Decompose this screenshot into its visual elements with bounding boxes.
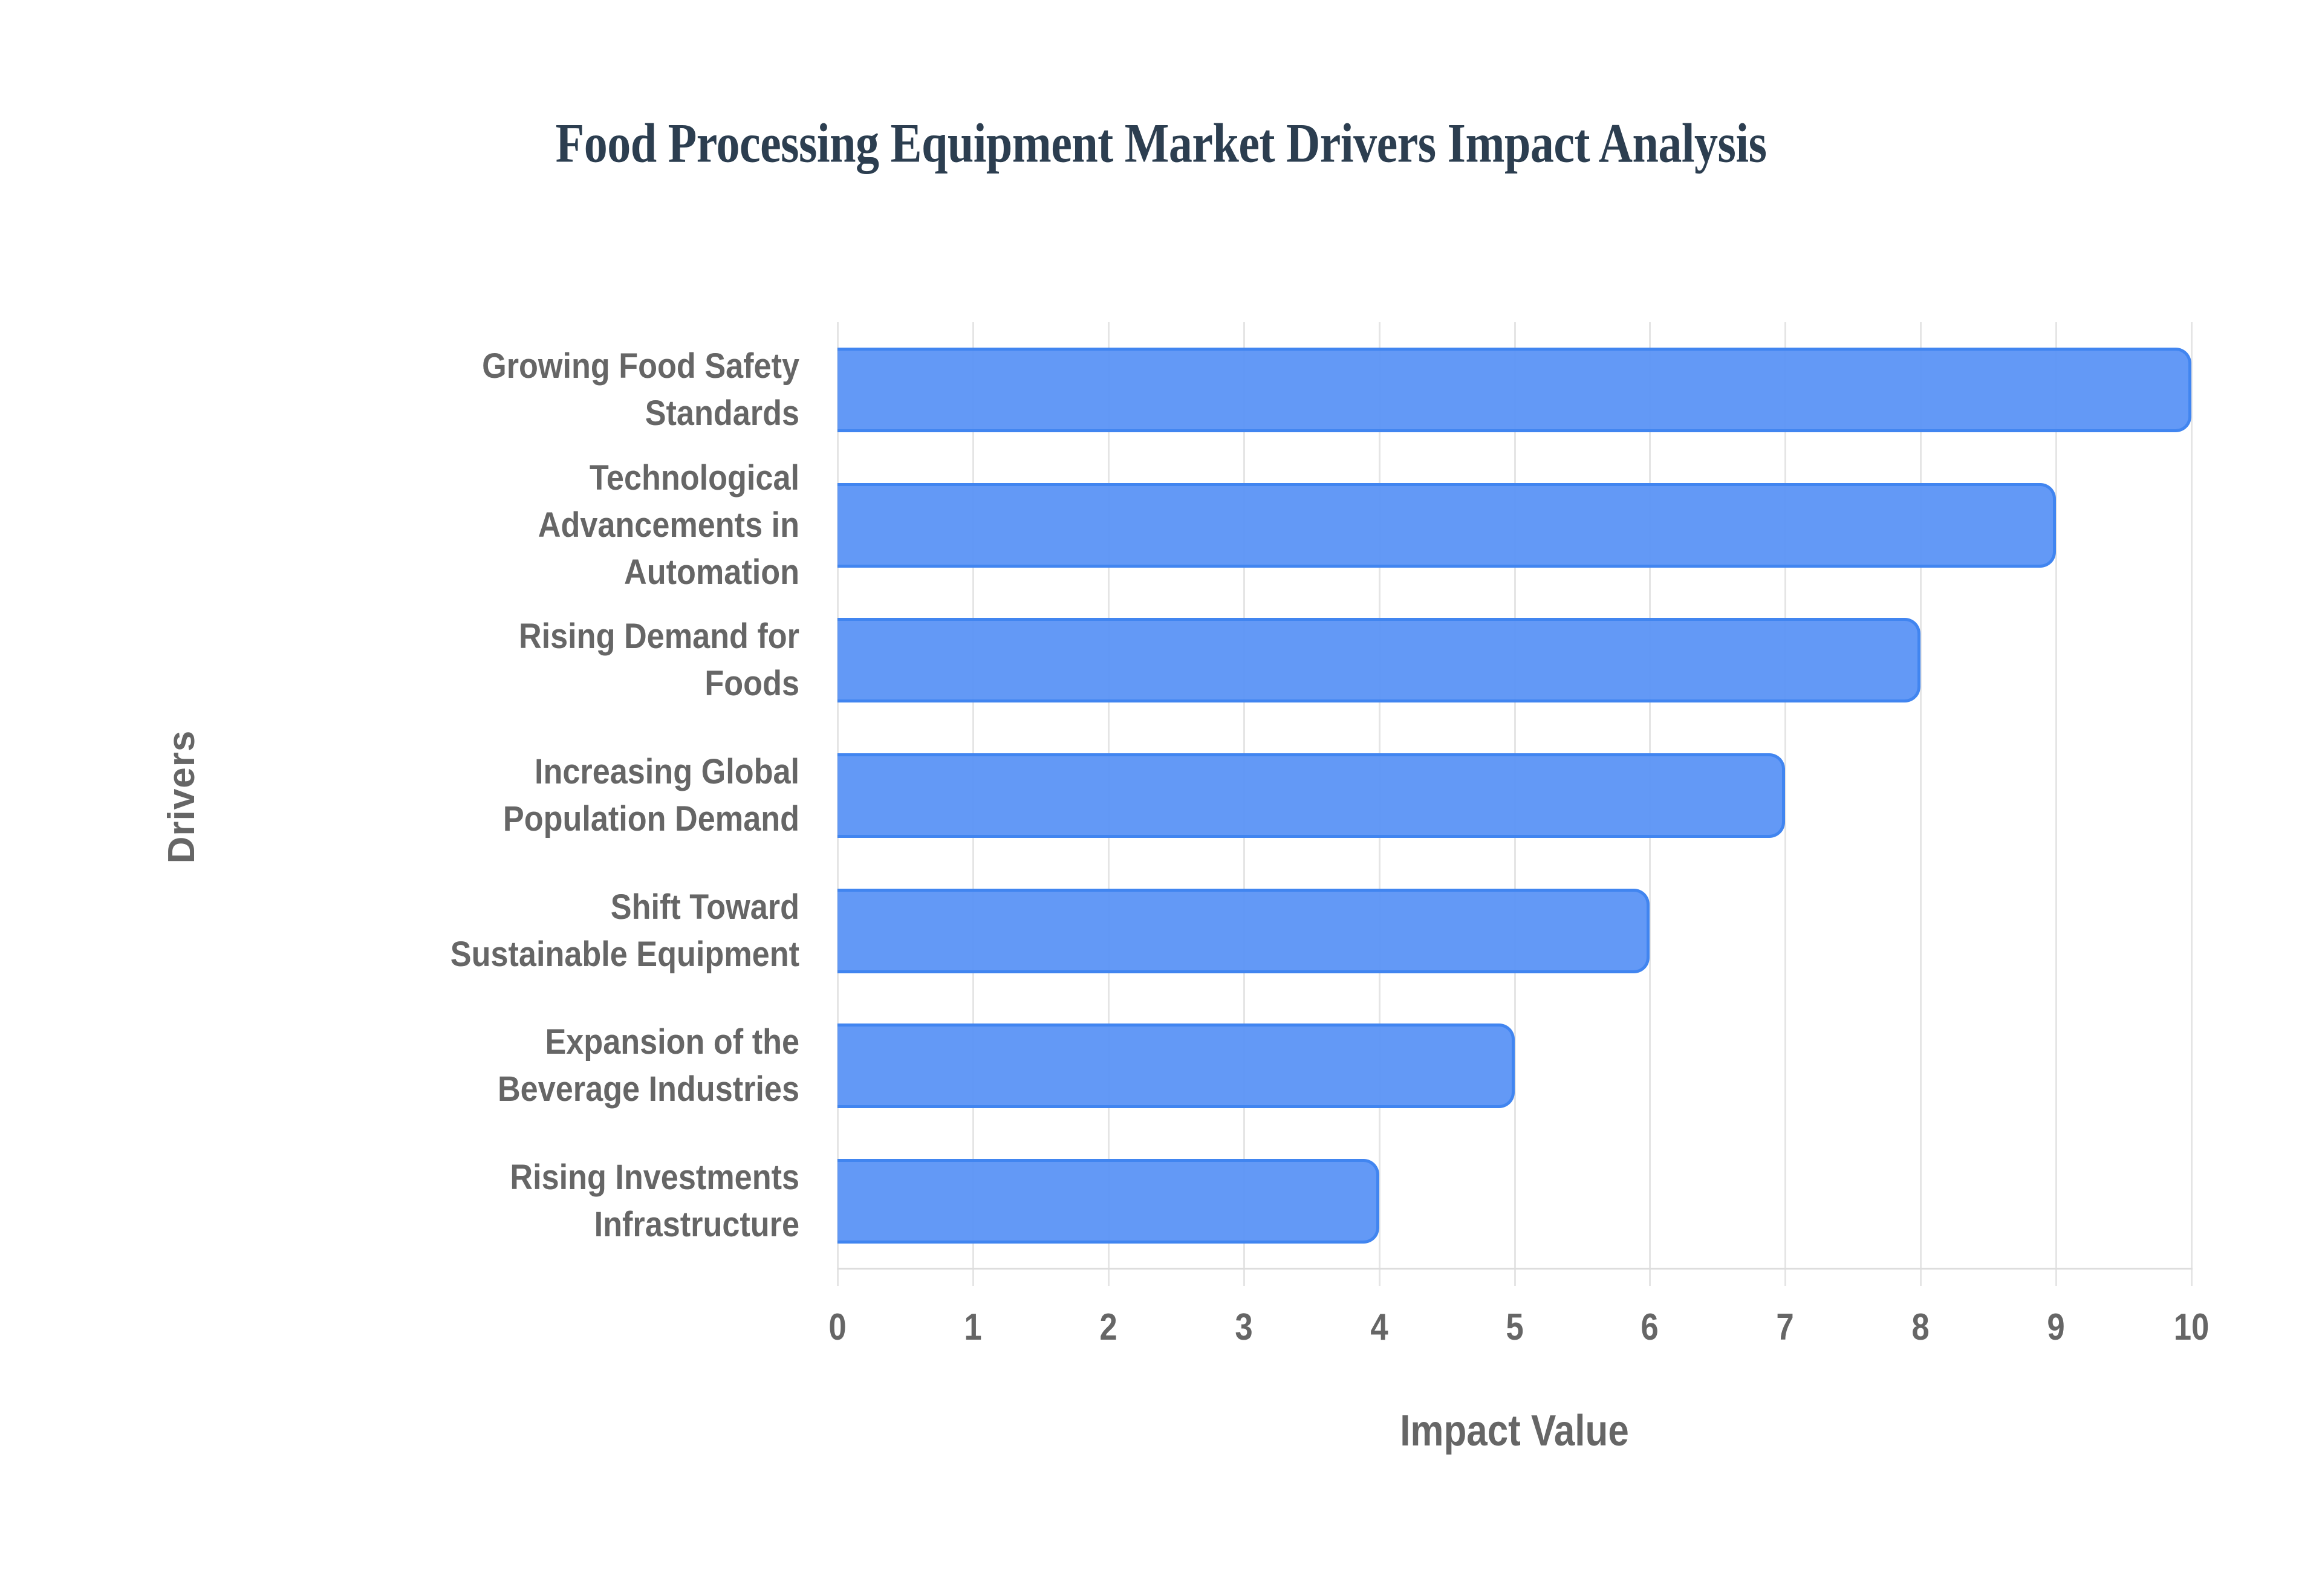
bar[interactable] bbox=[837, 1023, 1515, 1109]
category-label-text: Increasing Global Population Demand bbox=[502, 752, 799, 839]
category-label-text: Technological Advancements in Automation bbox=[538, 458, 799, 592]
category-label-text: Expansion of the Beverage Industries bbox=[497, 1022, 799, 1109]
bar[interactable] bbox=[837, 753, 1786, 838]
bar[interactable] bbox=[837, 888, 1650, 973]
category-label: Expansion of the Beverage Industries bbox=[310, 1017, 799, 1114]
x-tick-label: 3 bbox=[1235, 1306, 1253, 1348]
category-label: Shift Toward Sustainable Equipment bbox=[310, 883, 799, 979]
x-tick-label: 0 bbox=[828, 1306, 847, 1348]
x-tick-label: 7 bbox=[1776, 1306, 1794, 1348]
x-tick-label: 10 bbox=[2173, 1306, 2210, 1348]
bar[interactable] bbox=[837, 1159, 1379, 1244]
chart-title: Food Processing Equipment Market Drivers… bbox=[555, 112, 1767, 174]
gridline bbox=[2055, 322, 2058, 1286]
x-tick-label: 4 bbox=[1370, 1306, 1388, 1348]
category-label-text: Rising Investments Infrastructure bbox=[510, 1158, 799, 1245]
bar[interactable] bbox=[837, 618, 1921, 703]
y-axis-title: Drivers bbox=[161, 730, 203, 864]
category-label-text: Rising Demand for Foods bbox=[518, 617, 799, 704]
gridline bbox=[2191, 322, 2193, 1286]
x-axis-line bbox=[837, 1268, 2193, 1270]
x-tick-label: 1 bbox=[964, 1306, 982, 1348]
category-label: Increasing Global Population Demand bbox=[310, 747, 799, 844]
category-label: Technological Advancements in Automation bbox=[310, 458, 799, 592]
category-label-text: Growing Food Safety Standards bbox=[482, 346, 799, 433]
x-tick-label: 9 bbox=[2047, 1306, 2065, 1348]
bar[interactable] bbox=[837, 347, 2191, 432]
category-label: Rising Investments Infrastructure bbox=[310, 1153, 799, 1250]
bar[interactable] bbox=[837, 482, 2057, 568]
x-tick-label: 5 bbox=[1505, 1306, 1524, 1348]
category-label: Rising Demand for Foods bbox=[310, 612, 799, 709]
plot-area bbox=[837, 322, 2193, 1286]
x-tick-label: 8 bbox=[1911, 1306, 1930, 1348]
category-label: Growing Food Safety Standards bbox=[310, 342, 799, 438]
gridline bbox=[1784, 322, 1787, 1286]
x-tick-label: 2 bbox=[1099, 1306, 1117, 1348]
x-tick-label: 6 bbox=[1641, 1306, 1659, 1348]
gridline bbox=[1920, 322, 1922, 1286]
x-axis-title: Impact Value bbox=[1400, 1407, 1629, 1455]
category-label-text: Shift Toward Sustainable Equipment bbox=[450, 887, 799, 974]
